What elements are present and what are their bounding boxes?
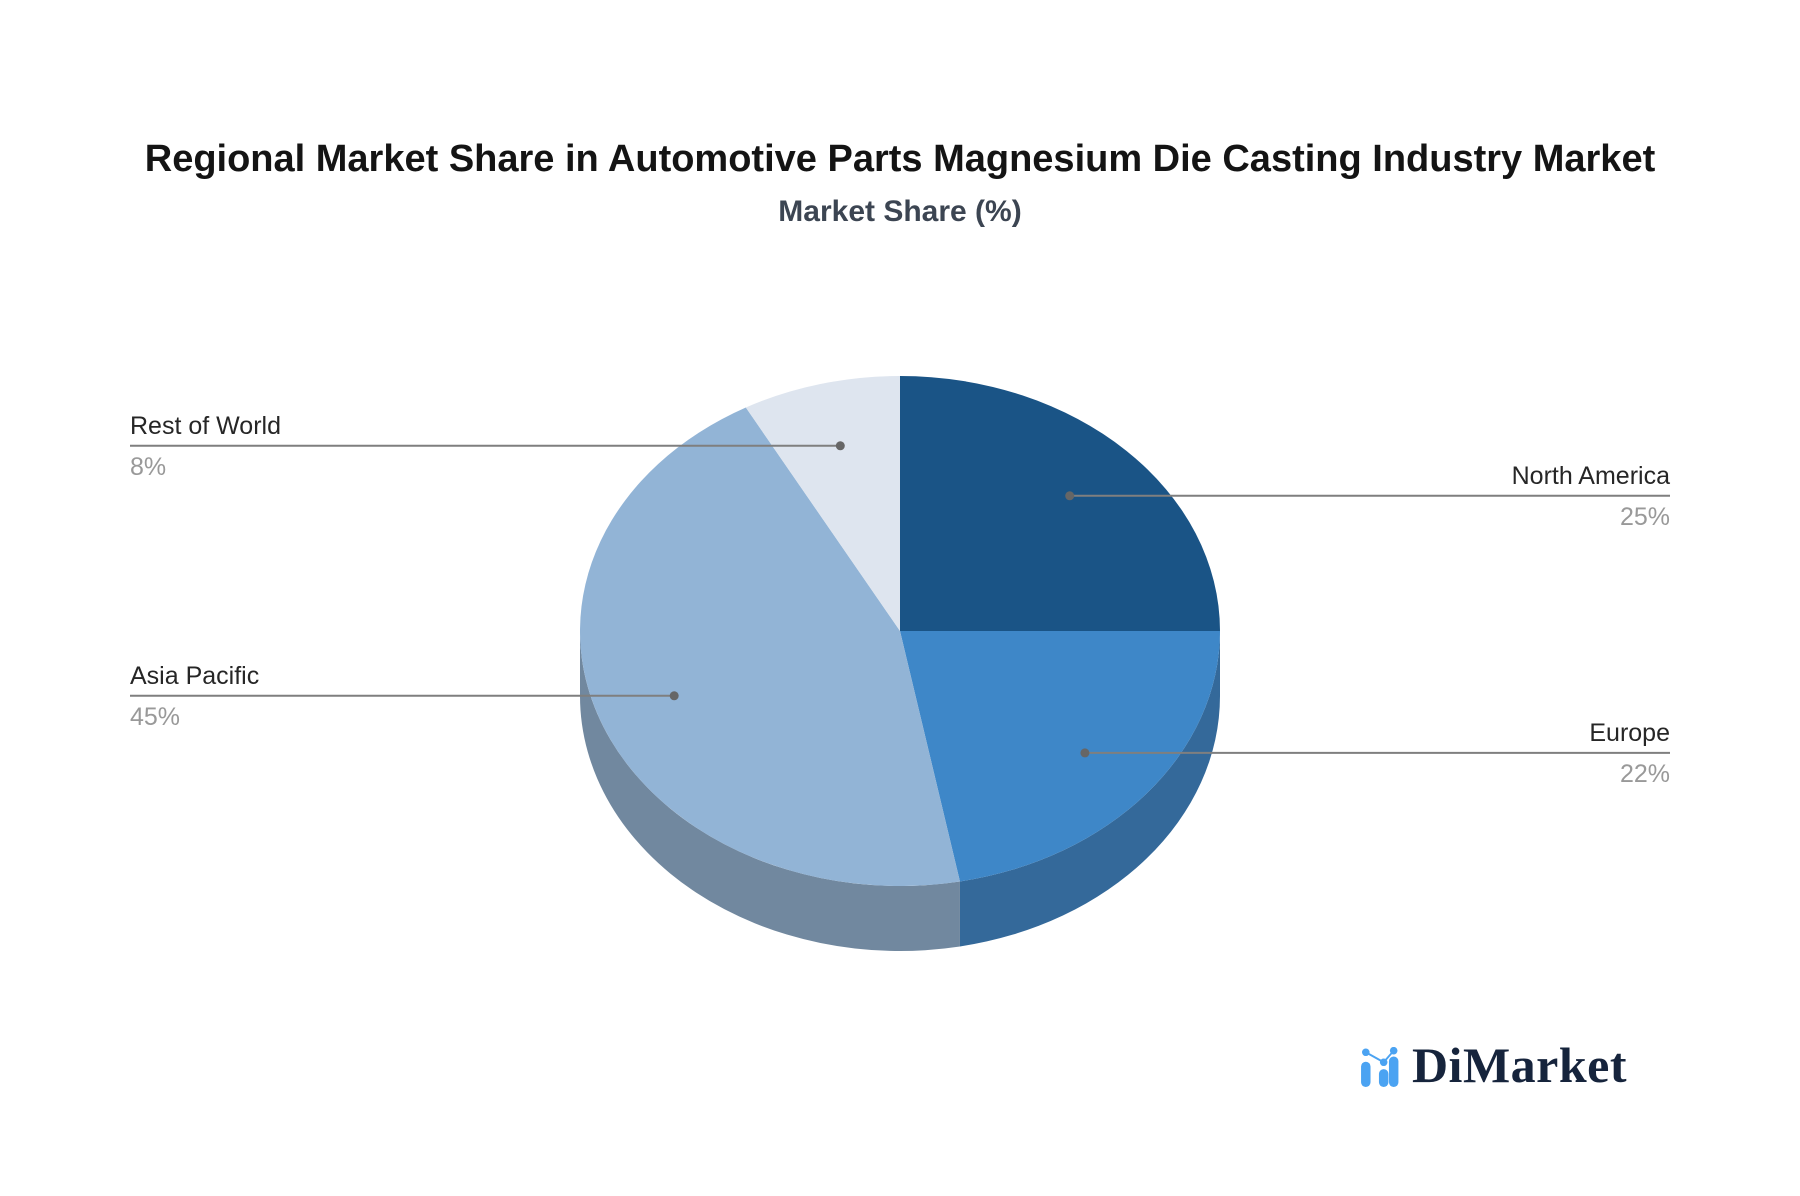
slice-percent: 45%	[130, 702, 181, 731]
slice-percent: 8%	[130, 452, 167, 481]
bar-chart-icon	[1361, 1047, 1399, 1087]
pie-slice-asia-pacific[interactable]	[580, 407, 960, 886]
callout-dot-rest-of-world	[835, 441, 845, 451]
pie-slice-rest-of-world[interactable]	[745, 376, 900, 631]
slice-name: Europe	[1589, 719, 1670, 748]
pie-slice-asia-pacific-side	[580, 631, 960, 951]
slice-name: Rest of World	[130, 412, 281, 441]
pie-slice-europe-side	[959, 631, 1220, 947]
callout-dot-north-america	[1065, 491, 1075, 501]
pie-slice-europe[interactable]	[900, 631, 1220, 882]
dimarket-logo: DiMarket	[1361, 1040, 1627, 1090]
slice-name: North America	[1511, 462, 1670, 491]
callout-dot-asia-pacific	[669, 691, 679, 701]
slice-percent: 25%	[1619, 502, 1670, 531]
chart-subtitle: Market Share (%)	[778, 195, 1022, 228]
chart-title: Regional Market Share in Automotive Part…	[144, 138, 1656, 180]
slice-percent: 22%	[1619, 759, 1670, 788]
pie-slice-north-america[interactable]	[900, 376, 1220, 631]
logo-text: DiMarket	[1411, 1037, 1627, 1093]
callout-dot-europe	[1080, 748, 1090, 758]
slice-name: Asia Pacific	[130, 662, 260, 691]
